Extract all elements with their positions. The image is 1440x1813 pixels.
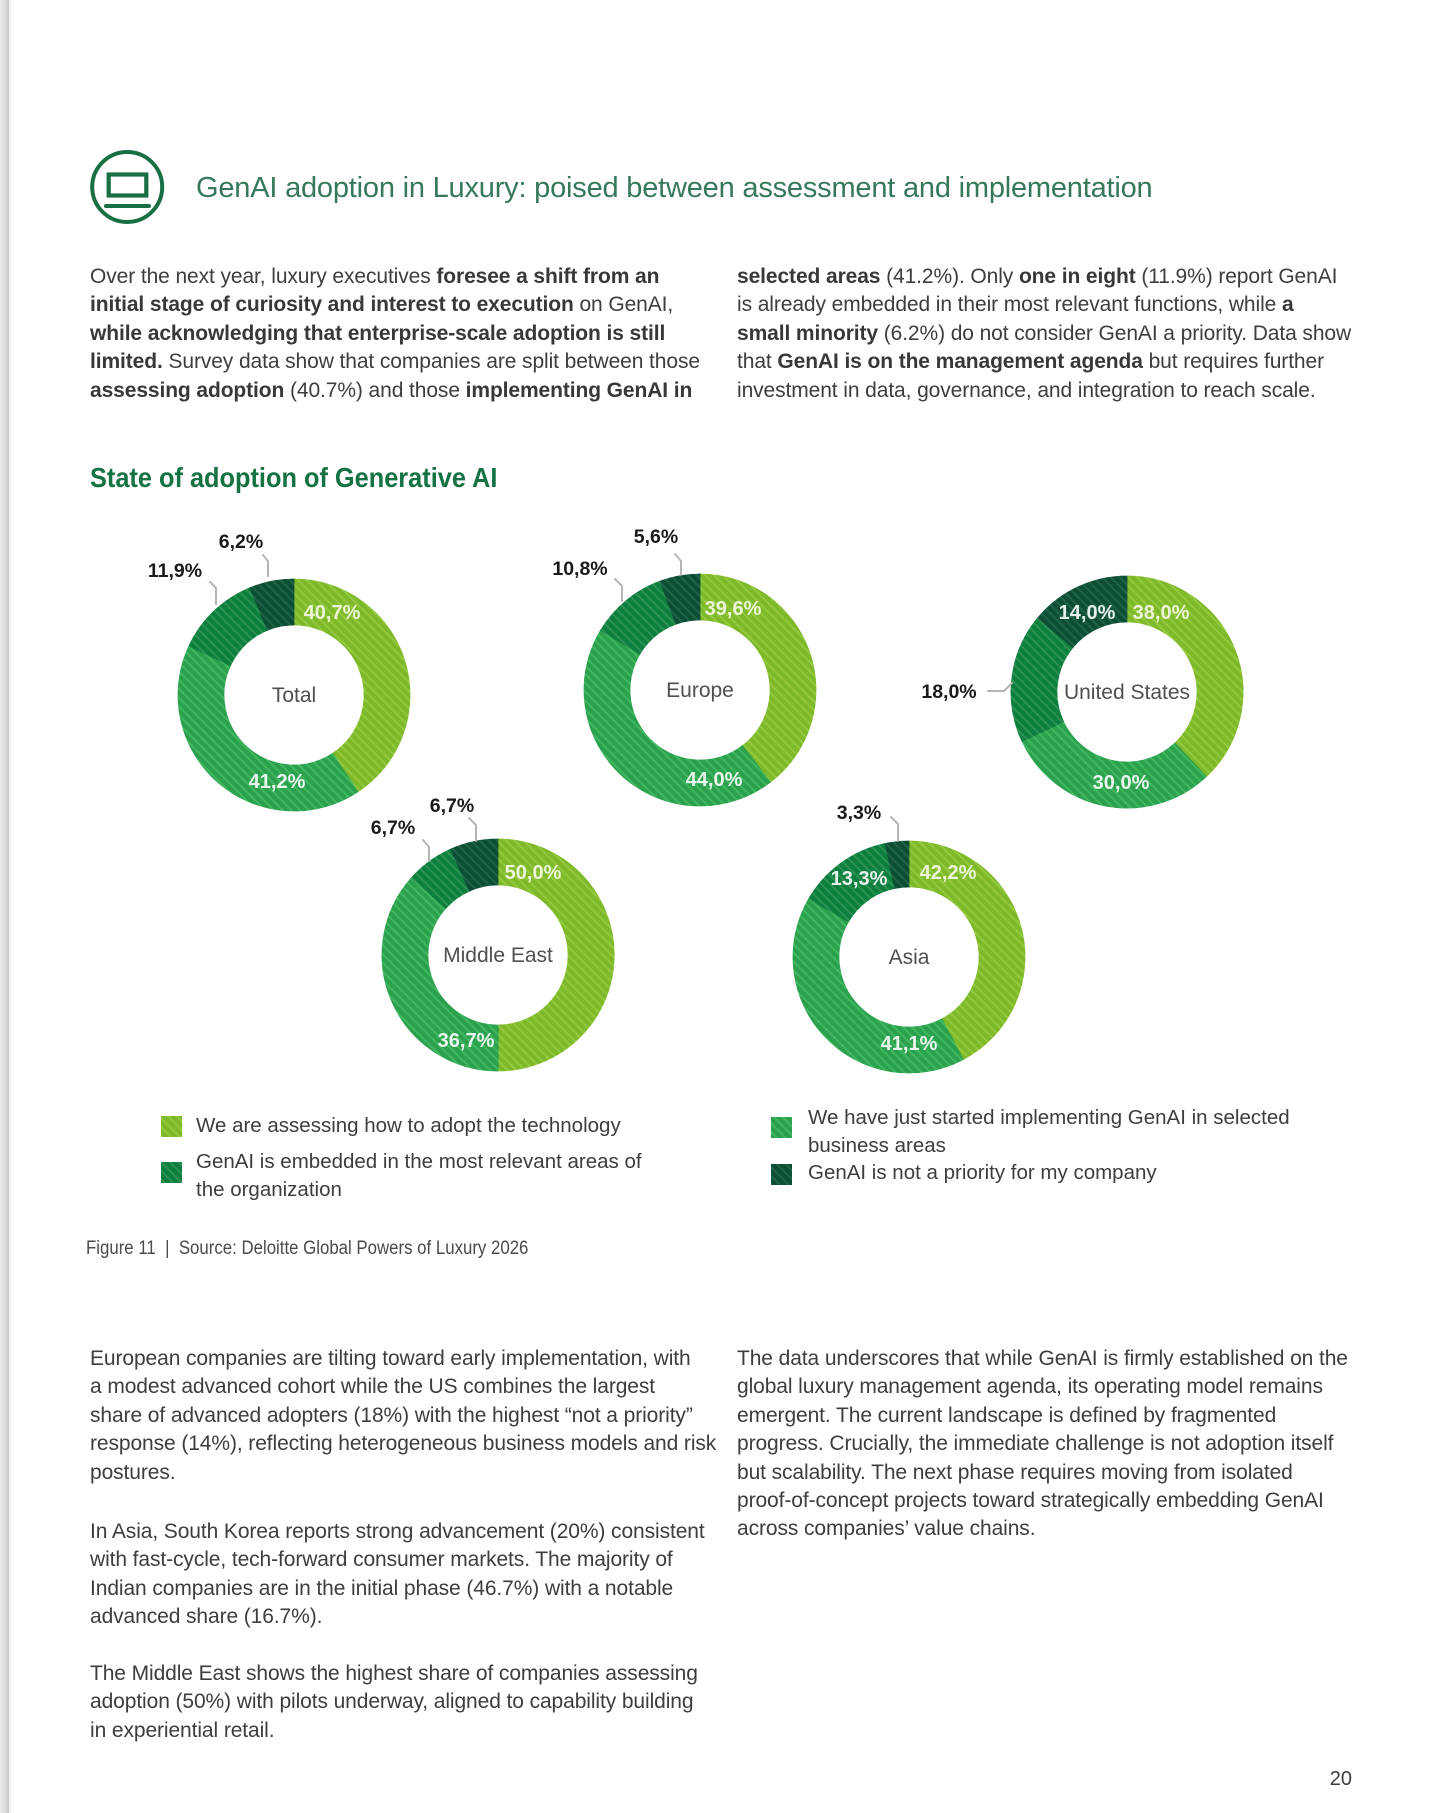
svg-text:United States: United States <box>1064 681 1190 704</box>
svg-text:50,0%: 50,0% <box>505 862 562 884</box>
svg-text:36,7%: 36,7% <box>438 1030 495 1052</box>
svg-text:Europe: Europe <box>666 679 734 702</box>
svg-text:38,0%: 38,0% <box>1133 602 1190 624</box>
svg-text:13,3%: 13,3% <box>831 868 888 890</box>
svg-text:Total: Total <box>272 684 316 707</box>
svg-text:6,7%: 6,7% <box>371 817 415 839</box>
svg-text:Asia: Asia <box>889 946 930 969</box>
svg-text:10,8%: 10,8% <box>552 558 607 580</box>
svg-text:5,6%: 5,6% <box>634 526 678 548</box>
svg-text:3,3%: 3,3% <box>837 802 881 824</box>
svg-text:44,0%: 44,0% <box>686 769 743 791</box>
svg-text:Middle East: Middle East <box>443 944 553 967</box>
svg-text:14,0%: 14,0% <box>1059 602 1116 624</box>
svg-text:18,0%: 18,0% <box>921 681 976 703</box>
svg-text:40,7%: 40,7% <box>304 602 361 624</box>
svg-text:6,7%: 6,7% <box>430 795 474 817</box>
svg-text:6,2%: 6,2% <box>219 531 263 553</box>
svg-text:11,9%: 11,9% <box>148 560 202 582</box>
svg-text:41,1%: 41,1% <box>881 1033 938 1055</box>
svg-text:41,2%: 41,2% <box>249 771 306 793</box>
svg-text:42,2%: 42,2% <box>920 862 977 884</box>
svg-text:39,6%: 39,6% <box>705 598 762 620</box>
svg-text:30,0%: 30,0% <box>1093 772 1150 794</box>
